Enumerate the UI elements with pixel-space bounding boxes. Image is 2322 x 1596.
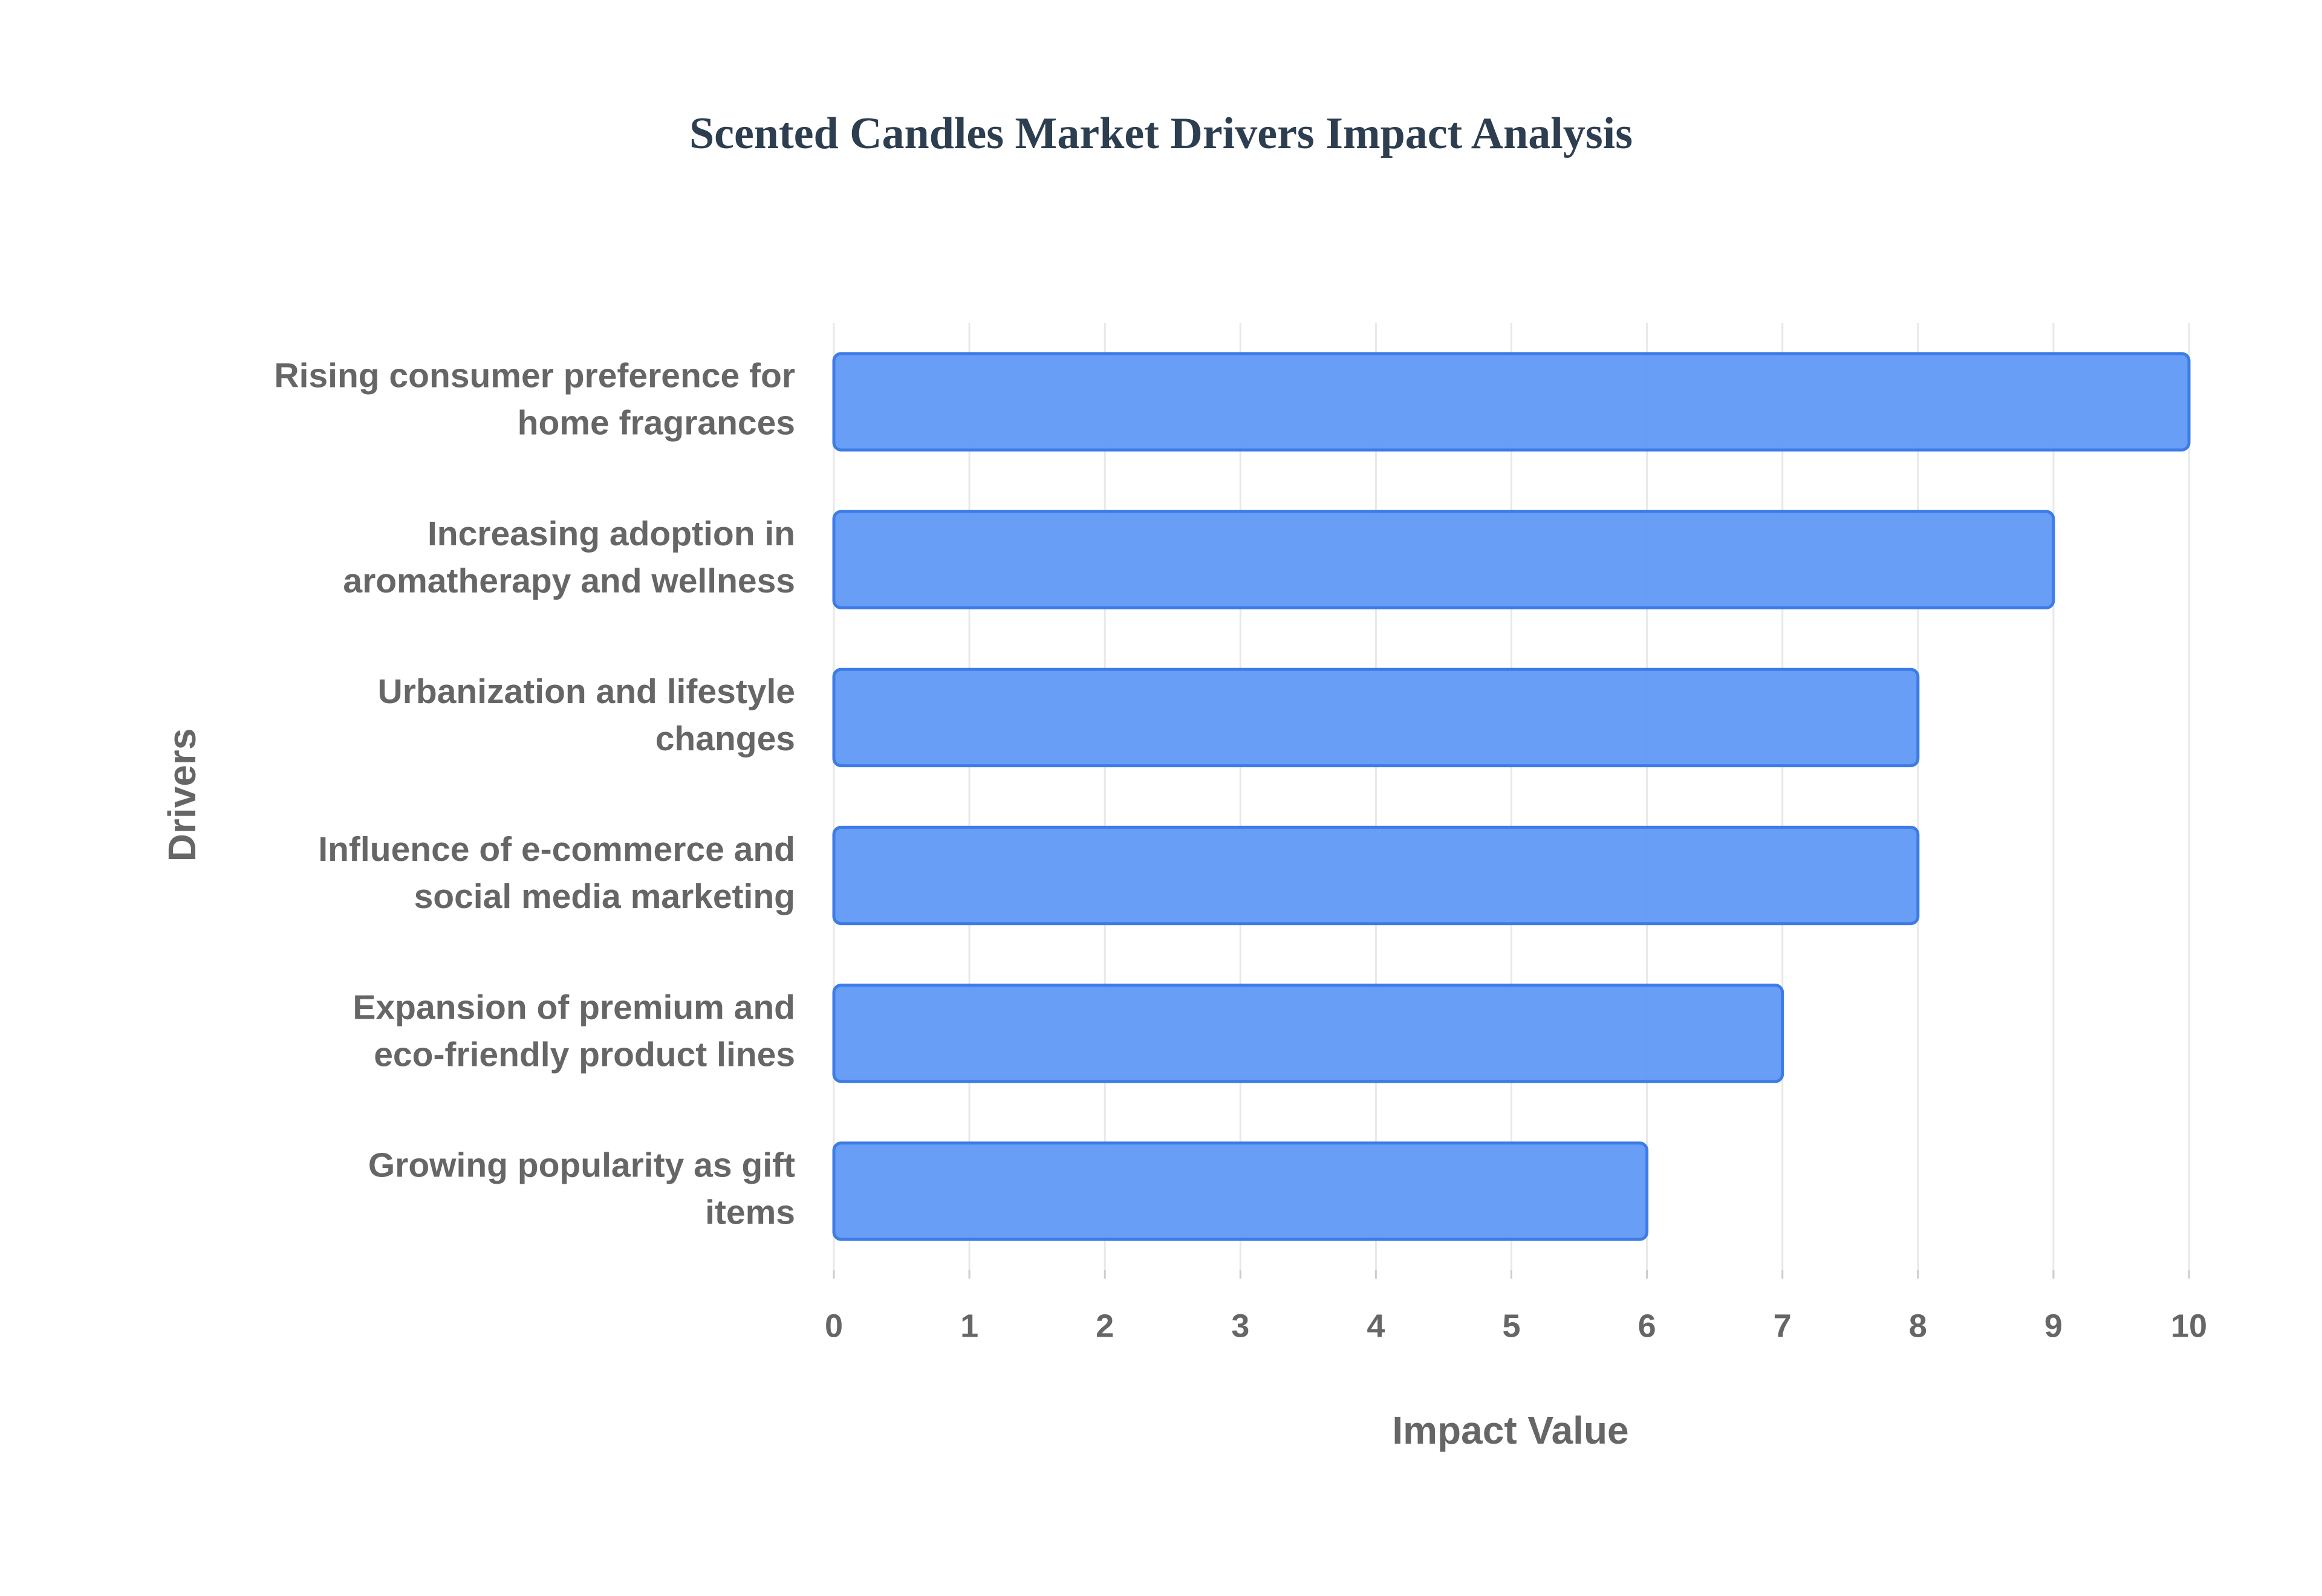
x-tick-label: 10 bbox=[2171, 1308, 2207, 1344]
x-tick-label: 0 bbox=[825, 1308, 843, 1344]
y-tick-label: Increasing adoption in aromatherapy and w… bbox=[343, 514, 795, 600]
bar bbox=[832, 825, 1920, 926]
bar bbox=[832, 510, 2055, 609]
y-tick-label: Expansion of premium and eco-friendly pro… bbox=[353, 988, 795, 1074]
x-tick-label: 2 bbox=[1096, 1308, 1114, 1344]
x-tick-label: 1 bbox=[960, 1308, 978, 1344]
y-axis-title: Drivers bbox=[160, 728, 204, 862]
x-tick-label: 8 bbox=[1909, 1308, 1927, 1344]
y-tick-label: Rising consumer preference for home fragr… bbox=[274, 357, 795, 443]
bar bbox=[832, 984, 1784, 1083]
x-tick-label: 6 bbox=[1638, 1308, 1656, 1344]
chart-title: Scented Candles Market Drivers Impact An… bbox=[689, 109, 1633, 158]
x-tick-label: 4 bbox=[1367, 1308, 1385, 1344]
y-tick-label: Growing popularity as gift items bbox=[368, 1146, 795, 1231]
x-tick-label: 9 bbox=[2044, 1308, 2063, 1344]
x-axis-title: Impact Value bbox=[1392, 1409, 1628, 1452]
bar bbox=[832, 1141, 1649, 1241]
y-tick-label: Urbanization and lifestyle changes bbox=[378, 672, 795, 758]
bar bbox=[832, 352, 2191, 452]
bar bbox=[832, 667, 1920, 768]
x-tick-label: 5 bbox=[1502, 1308, 1520, 1344]
x-tick-label: 3 bbox=[1231, 1308, 1249, 1344]
y-tick-label: Influence of e-commerce and social media … bbox=[318, 830, 795, 916]
x-tick-label: 7 bbox=[1774, 1308, 1792, 1344]
